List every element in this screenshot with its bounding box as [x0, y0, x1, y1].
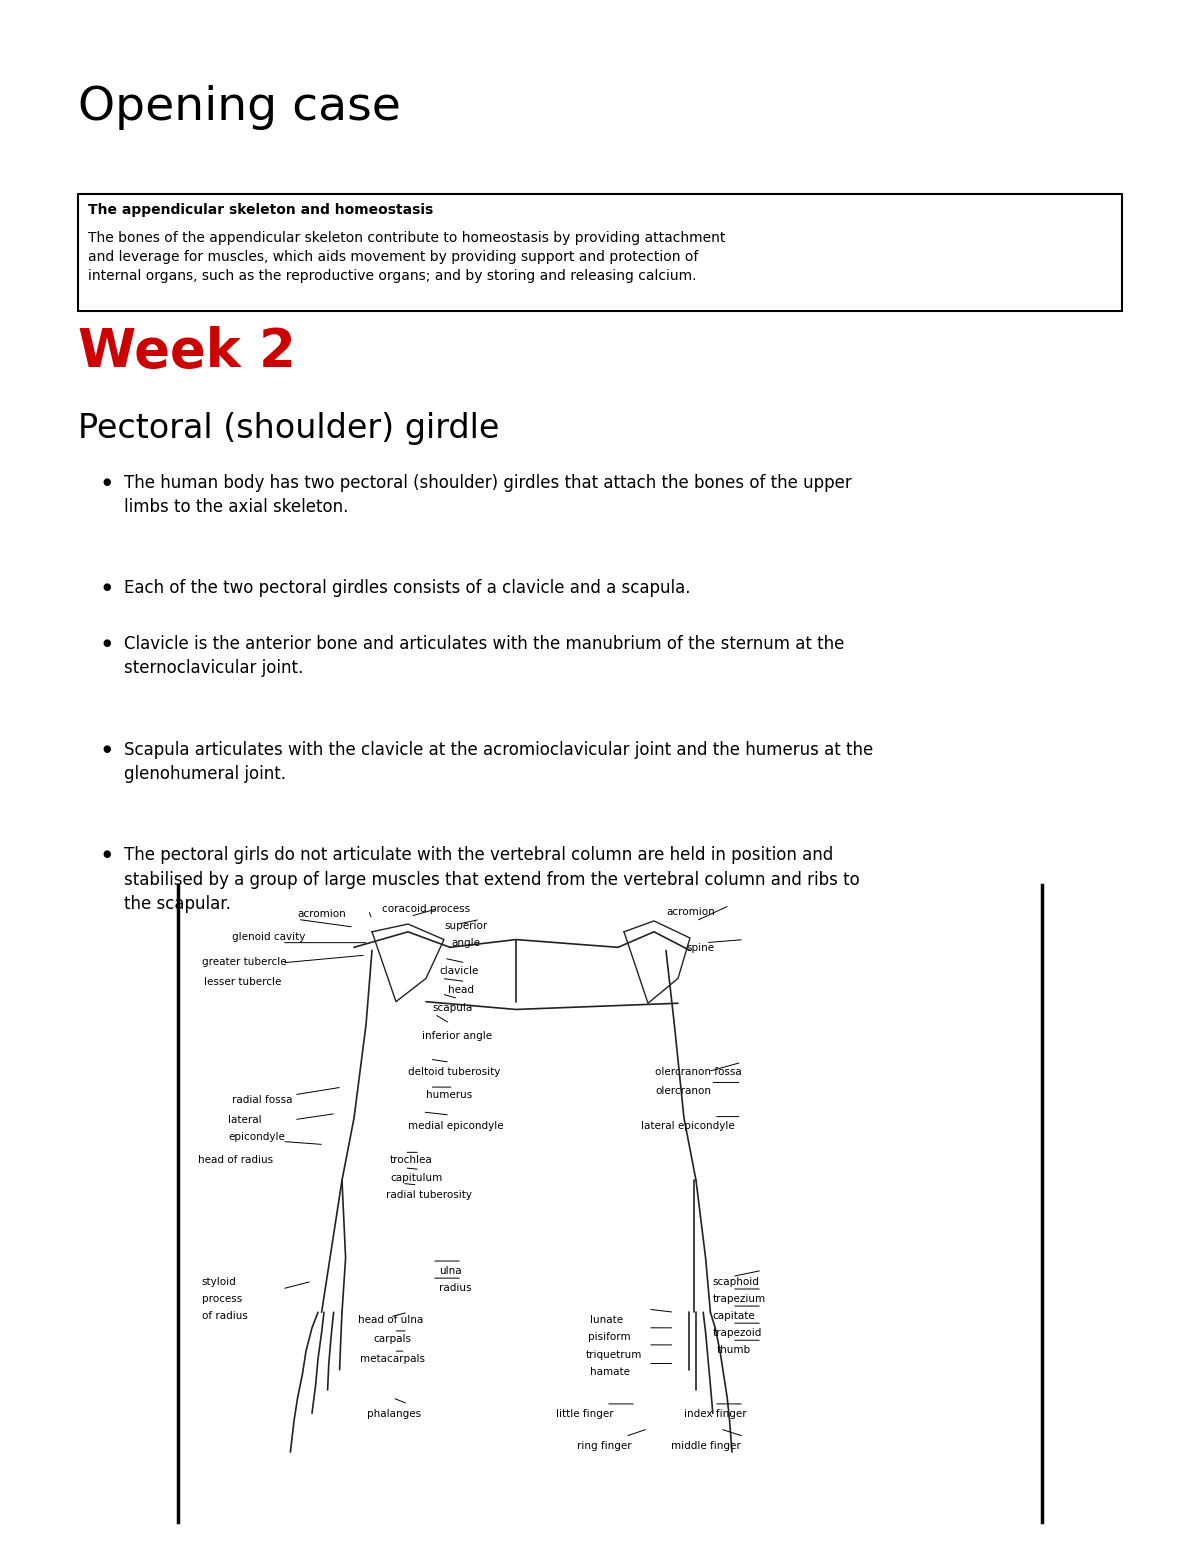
- FancyBboxPatch shape: [78, 194, 1122, 311]
- Text: little finger: little finger: [556, 1409, 613, 1418]
- Text: ●: ●: [102, 477, 110, 486]
- Text: lateral: lateral: [228, 1115, 262, 1124]
- Text: superior: superior: [444, 921, 487, 930]
- Text: trapezoid: trapezoid: [713, 1328, 762, 1337]
- Text: acromion: acromion: [666, 907, 715, 916]
- Text: Scapula articulates with the clavicle at the acromioclavicular joint and the hum: Scapula articulates with the clavicle at…: [124, 741, 872, 783]
- Text: epicondyle: epicondyle: [228, 1132, 284, 1141]
- Text: glenoid cavity: glenoid cavity: [232, 932, 305, 941]
- Text: ●: ●: [102, 849, 110, 859]
- Text: head of ulna: head of ulna: [358, 1315, 422, 1325]
- Text: Week 2: Week 2: [78, 326, 296, 377]
- Text: hamate: hamate: [590, 1367, 630, 1376]
- Text: scaphoid: scaphoid: [713, 1277, 760, 1286]
- Text: head: head: [448, 985, 474, 994]
- Text: radial fossa: radial fossa: [232, 1095, 292, 1104]
- Text: of radius: of radius: [202, 1311, 247, 1320]
- Text: Pectoral (shoulder) girdle: Pectoral (shoulder) girdle: [78, 412, 499, 444]
- Text: coracoid process: coracoid process: [382, 904, 469, 913]
- Text: pisiform: pisiform: [588, 1332, 631, 1342]
- Text: carpals: carpals: [373, 1334, 412, 1343]
- Text: greater tubercle: greater tubercle: [202, 957, 287, 966]
- Text: acromion: acromion: [298, 909, 347, 918]
- Text: head of radius: head of radius: [198, 1155, 274, 1165]
- Text: medial epicondyle: medial epicondyle: [408, 1121, 504, 1131]
- Text: scapula: scapula: [432, 1003, 473, 1013]
- Text: The pectoral girls do not articulate with the vertebral column are held in posit: The pectoral girls do not articulate wit…: [124, 846, 859, 913]
- Text: deltoid tuberosity: deltoid tuberosity: [408, 1067, 500, 1076]
- Text: ulna: ulna: [439, 1266, 462, 1275]
- Text: triquetrum: triquetrum: [586, 1350, 642, 1359]
- Text: phalanges: phalanges: [367, 1409, 421, 1418]
- Text: clavicle: clavicle: [439, 966, 479, 975]
- Text: metacarpals: metacarpals: [360, 1354, 425, 1364]
- Text: radial tuberosity: radial tuberosity: [386, 1190, 473, 1199]
- Text: humerus: humerus: [426, 1090, 473, 1100]
- Text: Opening case: Opening case: [78, 85, 401, 130]
- Text: thumb: thumb: [716, 1345, 750, 1354]
- Text: The appendicular skeleton and homeostasis: The appendicular skeleton and homeostasi…: [88, 203, 433, 217]
- Text: trochlea: trochlea: [390, 1155, 433, 1165]
- Text: trapezium: trapezium: [713, 1294, 766, 1303]
- Text: olercranon fossa: olercranon fossa: [655, 1067, 742, 1076]
- Text: styloid: styloid: [202, 1277, 236, 1286]
- Text: lesser tubercle: lesser tubercle: [204, 977, 281, 986]
- Text: ring finger: ring finger: [577, 1441, 632, 1451]
- Text: ●: ●: [102, 744, 110, 753]
- Text: lateral epicondyle: lateral epicondyle: [641, 1121, 734, 1131]
- Text: middle finger: middle finger: [671, 1441, 740, 1451]
- Text: capitate: capitate: [713, 1311, 756, 1320]
- Text: angle: angle: [451, 938, 480, 947]
- Text: inferior angle: inferior angle: [422, 1031, 492, 1041]
- Text: radius: radius: [439, 1283, 472, 1292]
- Text: lunate: lunate: [590, 1315, 624, 1325]
- Text: process: process: [202, 1294, 242, 1303]
- Text: Each of the two pectoral girdles consists of a clavicle and a scapula.: Each of the two pectoral girdles consist…: [124, 579, 690, 598]
- Text: index finger: index finger: [684, 1409, 746, 1418]
- Text: capitulum: capitulum: [390, 1173, 443, 1182]
- Text: olercranon: olercranon: [655, 1086, 712, 1095]
- Text: spine: spine: [686, 943, 714, 952]
- Text: Clavicle is the anterior bone and articulates with the manubrium of the sternum : Clavicle is the anterior bone and articu…: [124, 635, 844, 677]
- Text: ●: ●: [102, 638, 110, 648]
- Text: ●: ●: [102, 582, 110, 592]
- Text: The human body has two pectoral (shoulder) girdles that attach the bones of the : The human body has two pectoral (shoulde…: [124, 474, 851, 516]
- Text: The bones of the appendicular skeleton contribute to homeostasis by providing at: The bones of the appendicular skeleton c…: [88, 231, 725, 283]
